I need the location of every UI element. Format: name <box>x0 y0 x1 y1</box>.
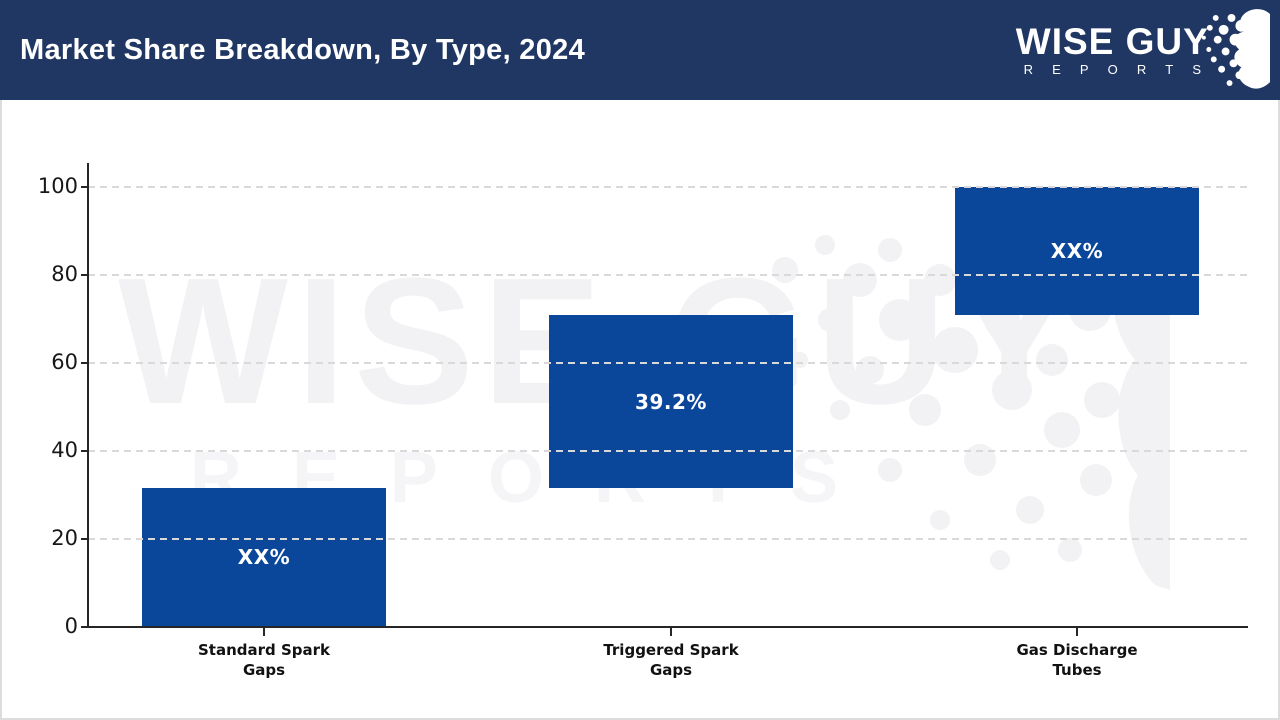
logo-text: WISE GUY R E P O R T S <box>1015 20 1210 78</box>
y-axis-tick <box>81 626 88 628</box>
category-label-line: Triggered Spark <box>603 641 739 659</box>
x-axis-line <box>87 626 1248 628</box>
logo-wordmark: WISE GUY <box>1015 20 1209 62</box>
bar-value-label: 39.2% <box>635 389 707 414</box>
y-axis-tick <box>81 186 88 188</box>
y-axis-tick <box>81 538 88 540</box>
bar: XX% <box>142 487 386 627</box>
y-axis-tick-label: 100 <box>37 174 78 198</box>
bar-value-label: XX% <box>237 545 291 570</box>
gridline <box>88 450 1248 452</box>
category-label-line: Gaps <box>242 661 286 679</box>
bar: XX% <box>955 187 1199 316</box>
page-title: Market Share Breakdown, By Type, 2024 <box>20 33 586 66</box>
y-axis-tick-label: 60 <box>51 350 78 374</box>
logo-subtitle: R E P O R T S <box>1023 62 1210 78</box>
category-label-line: Tubes <box>1052 661 1102 679</box>
y-axis-tick <box>81 274 88 276</box>
y-axis-line <box>87 162 89 628</box>
gridline <box>88 186 1248 188</box>
header: Market Share Breakdown, By Type, 2024 WI… <box>0 0 1280 100</box>
y-axis-tick <box>81 362 88 364</box>
bar: 39.2% <box>549 315 793 488</box>
category-label: Triggered Spark Gaps <box>531 640 811 680</box>
y-axis-tick <box>81 450 88 452</box>
x-axis-tick <box>1076 628 1078 636</box>
y-axis-tick-label: 40 <box>51 438 78 462</box>
logo: WISE GUY R E P O R T S <box>1015 7 1270 93</box>
category-label-line: Gaps <box>649 661 693 679</box>
y-axis-tick-label: 20 <box>51 526 78 550</box>
bar-value-label: XX% <box>1050 239 1104 264</box>
y-axis-tick-label: 80 <box>51 262 78 286</box>
y-axis-tick-label: 0 <box>64 614 78 638</box>
logo-face-icon <box>1201 9 1270 89</box>
x-axis-tick <box>670 628 672 636</box>
gridline <box>88 274 1248 276</box>
gridline <box>88 538 1248 540</box>
x-axis-tick <box>263 628 265 636</box>
category-label-line: Standard Spark <box>197 641 331 659</box>
category-label: Gas Discharge Tubes <box>937 640 1217 680</box>
category-label-line: Gas Discharge <box>1016 641 1138 659</box>
category-label: Standard Spark Gaps <box>124 640 404 680</box>
gridline <box>88 362 1248 364</box>
